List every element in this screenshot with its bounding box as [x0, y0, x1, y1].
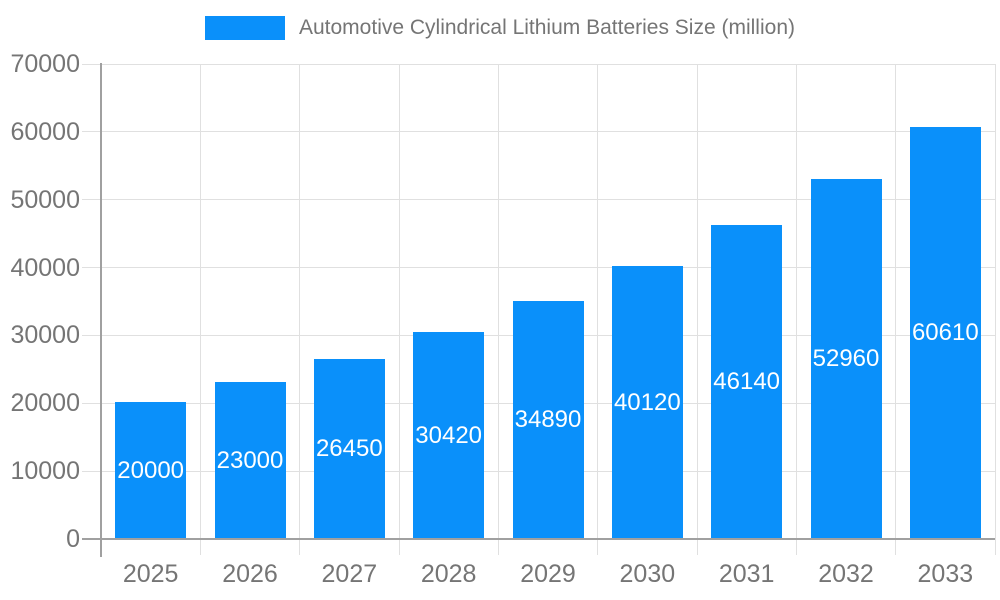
x-axis-tick-label: 2025	[122, 560, 179, 588]
y-axis-tick-label: 40000	[10, 253, 80, 282]
y-gridline	[82, 63, 995, 65]
x-gridline	[895, 64, 897, 555]
x-gridline	[299, 64, 301, 555]
bar-value-label: 46140	[713, 368, 781, 395]
x-axis-tick-label: 2027	[321, 560, 378, 588]
bar-2031	[711, 225, 783, 538]
x-gridline	[597, 64, 599, 555]
y-gridline	[82, 267, 995, 269]
x-gridline	[199, 64, 201, 555]
y-axis-tick-label: 10000	[10, 457, 80, 486]
legend: Automotive Cylindrical Lithium Batteries…	[0, 16, 1000, 40]
x-axis-tick-label: 2031	[718, 560, 775, 588]
bar-2028	[413, 332, 485, 538]
bar-2030	[611, 266, 683, 538]
x-axis-tick-label: 2032	[818, 560, 874, 588]
y-axis-line	[100, 63, 102, 557]
y-axis-tick-label: 60000	[10, 117, 80, 146]
y-axis-tick-label: 30000	[10, 321, 80, 350]
bar-value-label: 20000	[117, 456, 185, 484]
bar-value-label: 60610	[911, 319, 979, 346]
bar-value-label: 34890	[514, 406, 582, 433]
y-gridline	[82, 199, 995, 201]
bar-2029	[512, 301, 584, 538]
x-axis-tick-label: 2028	[420, 560, 477, 588]
bar-2025	[115, 402, 187, 538]
y-axis-tick-label: 0	[66, 525, 80, 553]
x-axis-tick-label: 2026	[222, 560, 278, 588]
x-gridline	[994, 64, 996, 555]
bar-2033	[909, 127, 981, 538]
y-axis-tick-label: 20000	[10, 389, 80, 418]
bar-2032	[810, 179, 882, 538]
x-axis-tick-label: 2030	[619, 560, 676, 588]
bar-value-label: 52960	[812, 345, 880, 372]
y-axis-tick-label: 70000	[10, 50, 80, 78]
bar-value-label: 40120	[613, 388, 681, 416]
x-gridline	[497, 64, 499, 555]
x-gridline	[696, 64, 698, 555]
y-gridline	[82, 131, 995, 133]
bar-value-label: 26450	[315, 435, 383, 462]
bar-2027	[313, 359, 385, 538]
legend-label: Automotive Cylindrical Lithium Batteries…	[298, 16, 795, 39]
x-gridline	[398, 64, 400, 555]
bar-value-label: 23000	[216, 446, 284, 474]
bar-value-label: 30420	[415, 421, 483, 449]
bar-2026	[214, 382, 286, 538]
x-axis-tick-label: 2029	[520, 560, 576, 588]
x-gridline	[795, 64, 797, 555]
legend-swatch	[204, 16, 285, 40]
x-axis-baseline	[82, 538, 995, 540]
y-axis-tick-label: 50000	[10, 185, 80, 214]
x-axis-tick-label: 2033	[917, 560, 974, 588]
